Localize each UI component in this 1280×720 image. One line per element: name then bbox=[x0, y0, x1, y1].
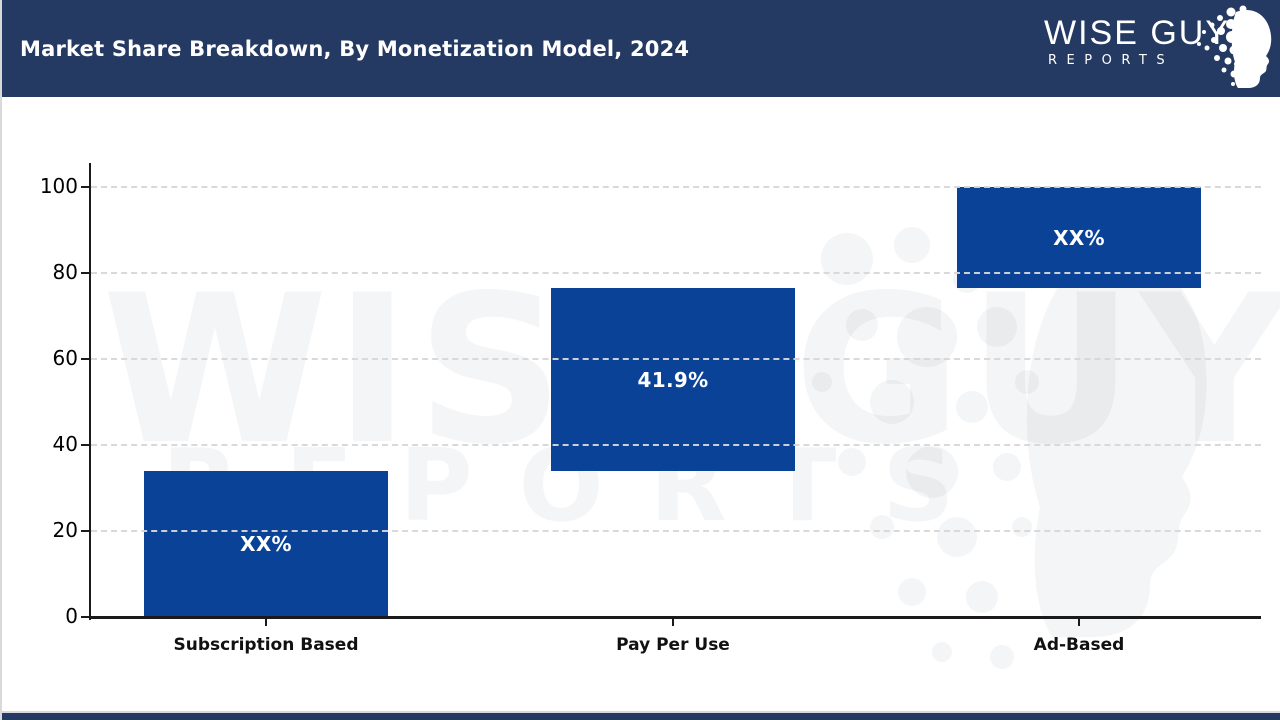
y-gridline bbox=[91, 272, 1261, 274]
y-tick-mark bbox=[81, 616, 89, 618]
face-profile-dots-icon bbox=[1197, 5, 1272, 89]
y-gridline bbox=[91, 444, 1261, 446]
header-bar: Market Share Breakdown, By Monetization … bbox=[2, 0, 1280, 97]
logo-text: WISE GUY REPORTS bbox=[1044, 16, 1230, 68]
y-tick-label: 0 bbox=[65, 604, 78, 628]
x-category-label: Ad-Based bbox=[1033, 635, 1125, 655]
y-tick-label: 100 bbox=[39, 174, 78, 198]
logo-subtitle: REPORTS bbox=[1048, 53, 1175, 68]
bottom-hairline bbox=[2, 711, 1280, 713]
x-axis-spine bbox=[89, 616, 1261, 619]
x-tick-mark bbox=[265, 619, 267, 626]
bar-ad-based: XX% bbox=[957, 187, 1201, 289]
y-gridline bbox=[91, 530, 1261, 532]
x-tick-mark bbox=[672, 619, 674, 626]
y-axis-spine bbox=[89, 163, 91, 620]
bar-value-label: 41.9% bbox=[637, 367, 709, 392]
y-tick-mark bbox=[81, 358, 89, 360]
bar-pay-per-use: 41.9% bbox=[551, 288, 795, 472]
x-tick-mark bbox=[1078, 619, 1080, 626]
y-tick-label: 20 bbox=[52, 518, 78, 542]
bar-value-label: XX% bbox=[240, 532, 292, 557]
y-gridline bbox=[91, 358, 1261, 360]
y-tick-label: 40 bbox=[52, 432, 78, 456]
y-tick-mark bbox=[81, 186, 89, 188]
y-tick-label: 80 bbox=[52, 260, 78, 284]
y-tick-mark bbox=[81, 530, 89, 532]
bar-value-label: XX% bbox=[1053, 225, 1105, 250]
plot-area: WISE GUY REPORTS 0 20 40 60 80 100 XX% Subscrip… bbox=[2, 97, 1280, 713]
y-tick-mark bbox=[81, 272, 89, 274]
y-tick-mark bbox=[81, 444, 89, 446]
y-gridline bbox=[91, 186, 1261, 188]
bar-subscription-based: XX% bbox=[144, 471, 388, 617]
chart-title: Market Share Breakdown, By Monetization … bbox=[20, 36, 690, 61]
y-tick-label: 60 bbox=[52, 346, 78, 370]
x-category-label: Subscription Based bbox=[173, 635, 359, 655]
footer-accent-bar bbox=[2, 713, 1280, 720]
wise-guy-reports-logo: WISE GUY REPORTS bbox=[1008, 0, 1278, 97]
x-category-label: Pay Per Use bbox=[616, 635, 730, 655]
